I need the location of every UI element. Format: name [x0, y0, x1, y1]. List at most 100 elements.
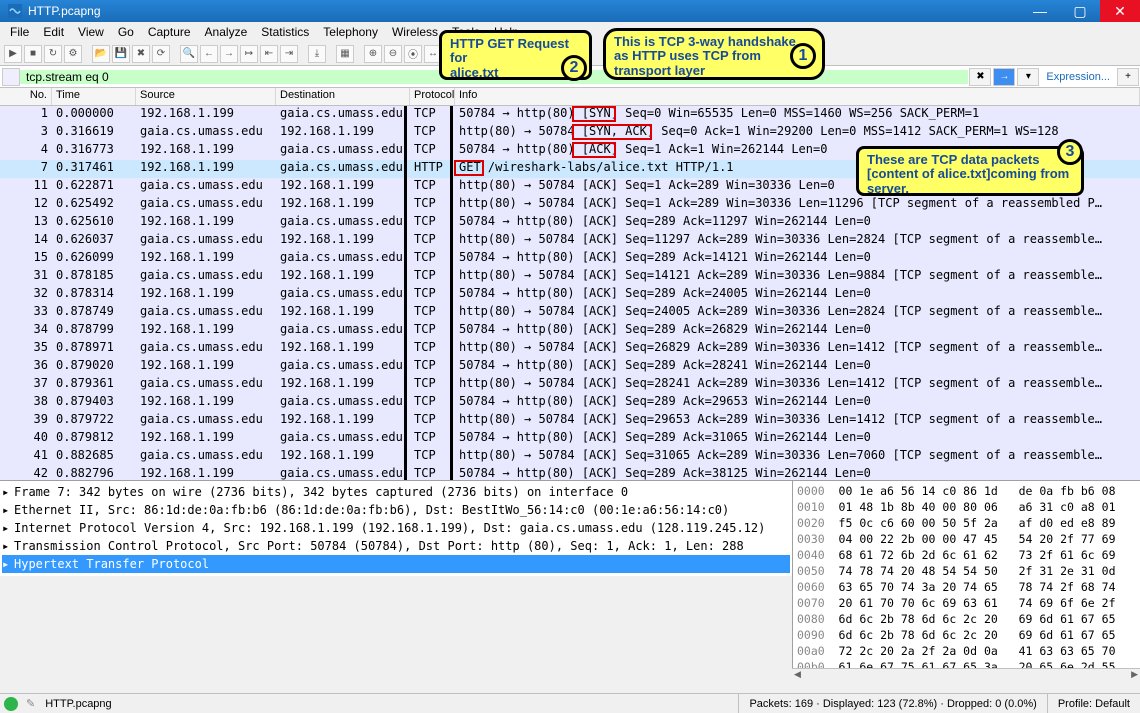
hex-scrollbar[interactable]: ◀▶ [792, 668, 1140, 680]
filter-add-icon[interactable]: + [1117, 68, 1139, 86]
tb-resize-icon[interactable]: ↔ [424, 45, 442, 63]
hex-line[interactable]: 0030 04 00 22 2b 00 00 47 45 54 20 2f 77… [797, 531, 1136, 547]
hex-line[interactable]: 00b0 61 6e 67 75 61 67 65 3a 20 65 6e 2d… [797, 659, 1136, 668]
menu-statistics[interactable]: Statistics [255, 24, 315, 40]
packet-row[interactable]: 350.878971gaia.cs.umass.edu192.168.1.199… [0, 340, 1140, 358]
detail-line[interactable]: ▸Transmission Control Protocol, Src Port… [2, 537, 790, 555]
hex-line[interactable]: 0000 00 1e a6 56 14 c0 86 1d de 0a fb b6… [797, 483, 1136, 499]
filter-bookmark-icon[interactable] [2, 68, 20, 86]
filter-bar: ✖ → ▾ Expression... + [0, 66, 1140, 88]
tb-zoomin-icon[interactable]: ⊕ [364, 45, 382, 63]
packet-row[interactable]: 110.622871gaia.cs.umass.edu192.168.1.199… [0, 178, 1140, 196]
app-icon [8, 4, 22, 18]
status-packet-counts: Packets: 169 · Displayed: 123 (72.8%) · … [738, 694, 1046, 713]
detail-line[interactable]: ▸Hypertext Transfer Protocol [2, 555, 790, 573]
menu-analyze[interactable]: Analyze [199, 24, 254, 40]
packet-list-header: No. Time Source Destination Protocol Inf… [0, 88, 1140, 106]
tb-stop-icon[interactable]: ■ [24, 45, 42, 63]
packet-row[interactable]: 390.879722gaia.cs.umass.edu192.168.1.199… [0, 412, 1140, 430]
menu-help[interactable]: Help [488, 24, 525, 40]
packet-row[interactable]: 410.882685gaia.cs.umass.edu192.168.1.199… [0, 448, 1140, 466]
tb-start-icon[interactable]: ▶ [4, 45, 22, 63]
packet-row[interactable]: 30.316619gaia.cs.umass.edu192.168.1.199T… [0, 124, 1140, 142]
detail-line[interactable]: ▸Frame 7: 342 bytes on wire (2736 bits),… [2, 483, 790, 501]
col-protocol[interactable]: Protocol [410, 88, 455, 105]
menu-edit[interactable]: Edit [37, 24, 70, 40]
menu-capture[interactable]: Capture [142, 24, 197, 40]
tb-zoom100-icon[interactable]: ⦿ [404, 45, 422, 63]
packet-list[interactable]: 10.000000192.168.1.199gaia.cs.umass.eduT… [0, 106, 1140, 480]
hex-line[interactable]: 0070 20 61 70 70 6c 69 63 61 74 69 6f 6e… [797, 595, 1136, 611]
tb-reload-icon[interactable]: ⟳ [152, 45, 170, 63]
hex-line[interactable]: 0040 68 61 72 6b 2d 6c 61 62 73 2f 61 6c… [797, 547, 1136, 563]
packet-row[interactable]: 140.626037gaia.cs.umass.edu192.168.1.199… [0, 232, 1140, 250]
packet-row[interactable]: 320.878314192.168.1.199gaia.cs.umass.edu… [0, 286, 1140, 304]
menu-telephony[interactable]: Telephony [317, 24, 384, 40]
menu-wireless[interactable]: Wireless [386, 24, 444, 40]
packet-row[interactable]: 70.317461192.168.1.199gaia.cs.umass.eduH… [0, 160, 1140, 178]
hex-line[interactable]: 0090 6d 6c 2b 78 6d 6c 2c 20 69 6d 61 67… [797, 627, 1136, 643]
hex-line[interactable]: 00a0 72 2c 20 2a 2f 2a 0d 0a 41 63 63 65… [797, 643, 1136, 659]
tb-colorize-icon[interactable]: ▦ [336, 45, 354, 63]
col-no[interactable]: No. [0, 88, 52, 105]
status-profile[interactable]: Profile: Default [1047, 694, 1140, 713]
tb-find-icon[interactable]: 🔍 [180, 45, 198, 63]
packet-row[interactable]: 360.879020192.168.1.199gaia.cs.umass.edu… [0, 358, 1140, 376]
tb-autoscroll-icon[interactable]: ⤓ [308, 45, 326, 63]
packet-row[interactable]: 330.878749gaia.cs.umass.edu192.168.1.199… [0, 304, 1140, 322]
packet-row[interactable]: 150.626099192.168.1.199gaia.cs.umass.edu… [0, 250, 1140, 268]
packet-row[interactable]: 40.316773192.168.1.199gaia.cs.umass.eduT… [0, 142, 1140, 160]
tb-first-icon[interactable]: ⇤ [260, 45, 278, 63]
hex-line[interactable]: 0060 63 65 70 74 3a 20 74 65 78 74 2f 68… [797, 579, 1136, 595]
packet-row[interactable]: 380.879403192.168.1.199gaia.cs.umass.edu… [0, 394, 1140, 412]
statusbar: ✎ HTTP.pcapng Packets: 169 · Displayed: … [0, 693, 1140, 713]
expert-info-icon[interactable] [4, 697, 18, 711]
window-title: HTTP.pcapng [28, 4, 101, 18]
tb-goto-icon[interactable]: ↦ [240, 45, 258, 63]
packet-details-pane[interactable]: ▸Frame 7: 342 bytes on wire (2736 bits),… [0, 480, 792, 576]
hex-line[interactable]: 0010 01 48 1b 8b 40 00 80 06 a6 31 c0 a8… [797, 499, 1136, 515]
menu-go[interactable]: Go [112, 24, 140, 40]
hex-line[interactable]: 0020 f5 0c c6 60 00 50 5f 2a af d0 ed e8… [797, 515, 1136, 531]
filter-recent-icon[interactable]: ▾ [1017, 68, 1039, 86]
filter-clear-icon[interactable]: ✖ [969, 68, 991, 86]
menu-view[interactable]: View [72, 24, 110, 40]
packet-row[interactable]: 10.000000192.168.1.199gaia.cs.umass.eduT… [0, 106, 1140, 124]
packet-row[interactable]: 130.625610192.168.1.199gaia.cs.umass.edu… [0, 214, 1140, 232]
tb-restart-icon[interactable]: ↻ [44, 45, 62, 63]
col-source[interactable]: Source [136, 88, 276, 105]
close-button[interactable]: ✕ [1100, 0, 1140, 22]
col-destination[interactable]: Destination [276, 88, 410, 105]
detail-line[interactable]: ▸Internet Protocol Version 4, Src: 192.1… [2, 519, 790, 537]
tb-last-icon[interactable]: ⇥ [280, 45, 298, 63]
packet-row[interactable]: 120.625492gaia.cs.umass.edu192.168.1.199… [0, 196, 1140, 214]
packet-row[interactable]: 400.879812192.168.1.199gaia.cs.umass.edu… [0, 430, 1140, 448]
tb-open-icon[interactable]: 📂 [92, 45, 110, 63]
col-info[interactable]: Info [455, 88, 1140, 105]
expression-link[interactable]: Expression... [1040, 71, 1116, 83]
menu-file[interactable]: File [4, 24, 35, 40]
tb-next-icon[interactable]: → [220, 45, 238, 63]
packet-row[interactable]: 310.878185gaia.cs.umass.edu192.168.1.199… [0, 268, 1140, 286]
tb-close-icon[interactable]: ✖ [132, 45, 150, 63]
maximize-button[interactable]: ▢ [1060, 0, 1100, 22]
packet-row[interactable]: 420.882796192.168.1.199gaia.cs.umass.edu… [0, 466, 1140, 480]
toolbar: ▶ ■ ↻ ⚙ 📂 💾 ✖ ⟳ 🔍 ← → ↦ ⇤ ⇥ ⤓ ▦ ⊕ ⊖ ⦿ ↔ [0, 42, 1140, 66]
hex-line[interactable]: 0050 74 78 74 20 48 54 54 50 2f 31 2e 31… [797, 563, 1136, 579]
tb-zoomout-icon[interactable]: ⊖ [384, 45, 402, 63]
col-time[interactable]: Time [52, 88, 136, 105]
minimize-button[interactable]: — [1020, 0, 1060, 22]
menubar: File Edit View Go Capture Analyze Statis… [0, 22, 1140, 42]
filter-apply-icon[interactable]: → [993, 68, 1015, 86]
detail-line[interactable]: ▸Ethernet II, Src: 86:1d:de:0a:fb:b6 (86… [2, 501, 790, 519]
titlebar: HTTP.pcapng — ▢ ✕ [0, 0, 1140, 22]
display-filter-input[interactable] [20, 70, 968, 84]
tb-prev-icon[interactable]: ← [200, 45, 218, 63]
packet-row[interactable]: 340.878799192.168.1.199gaia.cs.umass.edu… [0, 322, 1140, 340]
tb-save-icon[interactable]: 💾 [112, 45, 130, 63]
menu-tools[interactable]: Tools [446, 24, 486, 40]
tb-options-icon[interactable]: ⚙ [64, 45, 82, 63]
packet-row[interactable]: 370.879361gaia.cs.umass.edu192.168.1.199… [0, 376, 1140, 394]
packet-bytes-pane[interactable]: 0000 00 1e a6 56 14 c0 86 1d de 0a fb b6… [792, 480, 1140, 668]
hex-line[interactable]: 0080 6d 6c 2b 78 6d 6c 2c 20 69 6d 61 67… [797, 611, 1136, 627]
